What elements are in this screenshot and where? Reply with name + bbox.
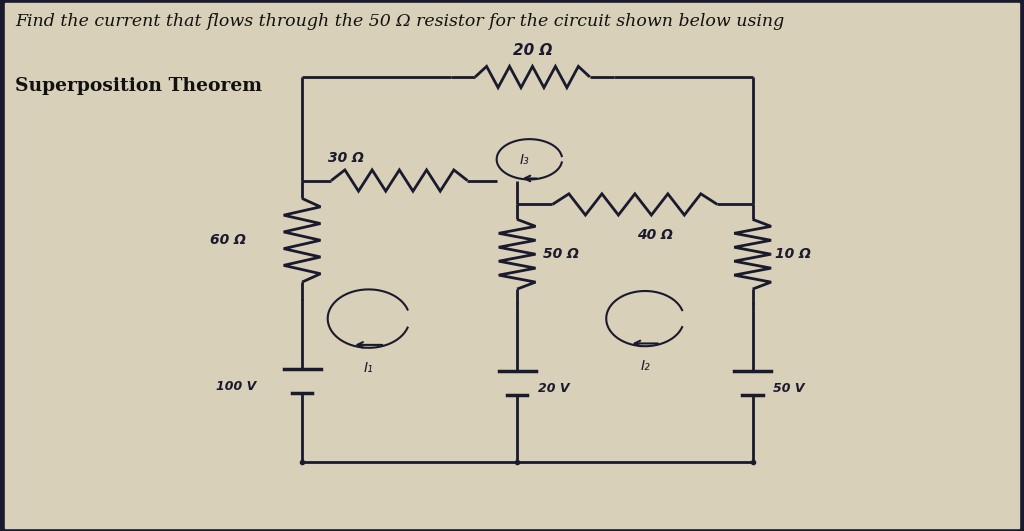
- Text: 60 Ω: 60 Ω: [210, 233, 246, 247]
- Text: 100 V: 100 V: [216, 380, 256, 393]
- Text: Find the current that flows through the 50 Ω resistor for the circuit shown belo: Find the current that flows through the …: [15, 13, 784, 30]
- Text: I₃: I₃: [519, 153, 529, 167]
- Text: 40 Ω: 40 Ω: [637, 228, 674, 242]
- Text: I₂: I₂: [640, 359, 650, 373]
- Text: Superposition Theorem: Superposition Theorem: [15, 77, 262, 95]
- Text: I₁: I₁: [364, 361, 374, 375]
- Text: 30 Ω: 30 Ω: [328, 151, 364, 165]
- Text: 10 Ω: 10 Ω: [775, 247, 811, 261]
- Text: 20 Ω: 20 Ω: [513, 44, 552, 58]
- Text: 20 V: 20 V: [538, 382, 569, 395]
- Text: 50 V: 50 V: [773, 382, 805, 395]
- Text: 50 Ω: 50 Ω: [543, 247, 579, 261]
